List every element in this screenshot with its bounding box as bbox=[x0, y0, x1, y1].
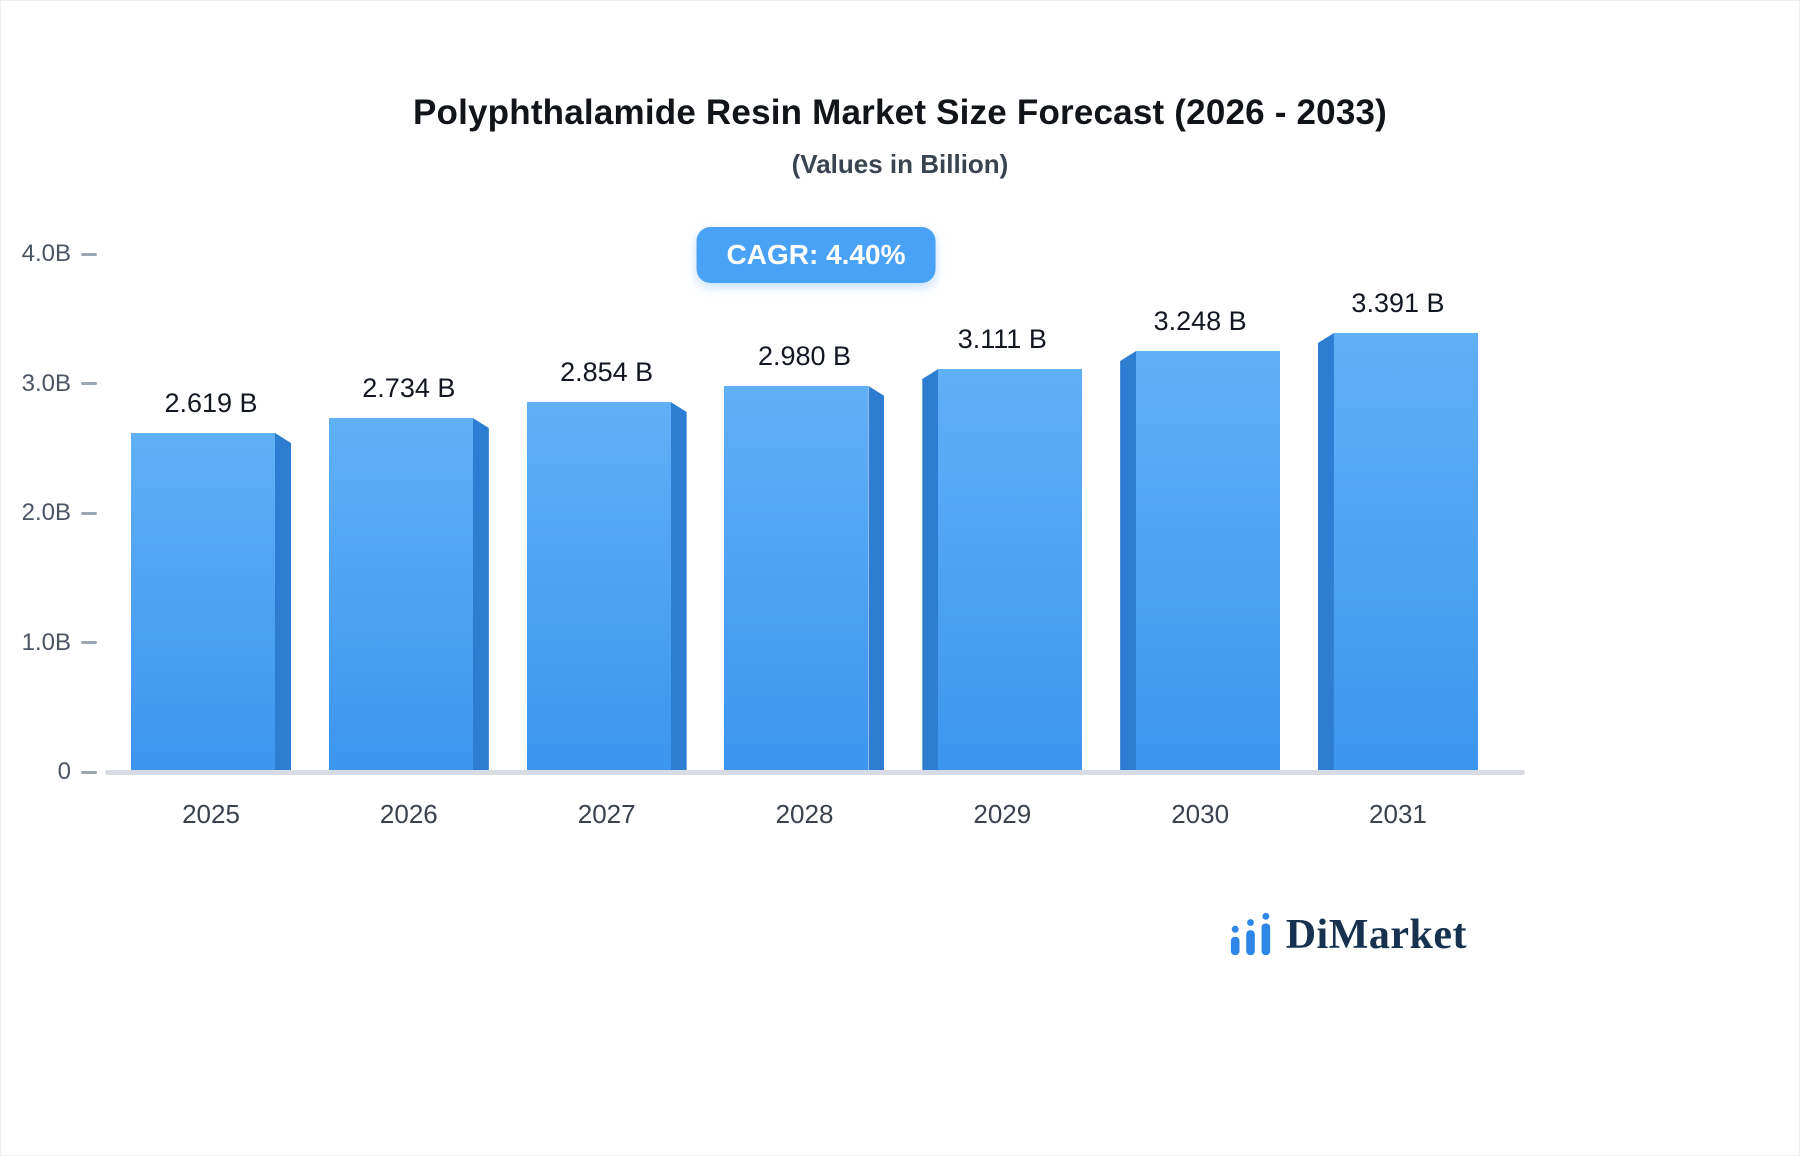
y-tick-label: 4.0B bbox=[21, 240, 71, 267]
brand-name: DiMarket bbox=[1285, 912, 1467, 958]
y-tick-label: 0 bbox=[57, 758, 71, 785]
bar-column: 2.854 B 2027 bbox=[526, 254, 687, 829]
bar-depth-face bbox=[472, 418, 489, 772]
bar-column: 2.980 B 2028 bbox=[724, 254, 885, 829]
bar-face bbox=[1333, 333, 1478, 772]
bar-depth-face bbox=[275, 433, 291, 772]
bar-column: 2.734 B 2026 bbox=[328, 254, 489, 829]
bar-column: 3.248 B 2030 bbox=[1120, 254, 1281, 829]
y-tick-mark bbox=[81, 511, 97, 515]
x-tick-label: 2025 bbox=[182, 799, 240, 829]
bar-value-label: 2.854 B bbox=[560, 357, 654, 387]
x-tick-label: 2031 bbox=[1369, 799, 1427, 829]
bar-depth-face bbox=[1317, 333, 1334, 772]
bar-face bbox=[526, 402, 671, 772]
y-tick-mark bbox=[81, 252, 97, 256]
bar-depth-face bbox=[670, 402, 687, 772]
bar-value-label: 2.619 B bbox=[164, 388, 258, 418]
x-tick-label: 2029 bbox=[973, 799, 1032, 829]
bar[interactable] bbox=[1317, 333, 1478, 772]
bar[interactable] bbox=[922, 369, 1083, 772]
bar-value-label: 2.734 B bbox=[362, 373, 456, 403]
brand-logo: DiMarket bbox=[1228, 911, 1467, 959]
bar-value-label: 3.111 B bbox=[957, 324, 1047, 354]
chart-subtitle: (Values in Billion) bbox=[791, 149, 1009, 179]
bar-face bbox=[131, 433, 275, 772]
bar-chart-icon bbox=[1230, 912, 1270, 956]
y-tick-mark bbox=[81, 382, 97, 385]
y-tick-mark bbox=[81, 770, 97, 774]
x-axis-line bbox=[105, 770, 1525, 775]
x-tick-label: 2027 bbox=[577, 799, 636, 829]
bar-face bbox=[328, 418, 473, 772]
y-tick-label: 1.0B bbox=[21, 628, 71, 656]
bar-depth-face bbox=[868, 386, 885, 772]
bar[interactable] bbox=[328, 418, 489, 772]
y-tick-label: 2.0B bbox=[21, 499, 71, 526]
x-tick-label: 2026 bbox=[379, 799, 438, 829]
bar-face bbox=[938, 369, 1083, 772]
bar-column: 2.619 B 2025 bbox=[131, 254, 291, 829]
chart-title: Polyphthalamide Resin Market Size Foreca… bbox=[412, 93, 1388, 132]
x-tick-label: 2030 bbox=[1171, 799, 1230, 829]
plot-area: 4.0B 3.0B 2.0B 1.0B 0 2.619 B 2025 2.734 B 2026… bbox=[22, 240, 1525, 829]
y-tick-label: 3.0B bbox=[21, 369, 71, 397]
bar-face bbox=[724, 386, 869, 772]
bar[interactable] bbox=[724, 386, 885, 772]
cagr-badge: CAGR: 4.40% bbox=[696, 227, 936, 283]
y-tick-mark bbox=[81, 641, 97, 644]
bar[interactable] bbox=[1120, 351, 1281, 772]
bar-column: 3.391 B 2031 bbox=[1317, 254, 1478, 829]
bars-container: 2.619 B 2025 2.734 B 2026 2.854 B 2027 2.980 B… bbox=[131, 254, 1478, 829]
bar-value-label: 2.980 B bbox=[757, 341, 852, 371]
bar-column: 3.111 B 2029 bbox=[922, 254, 1083, 829]
x-tick-label: 2028 bbox=[775, 799, 834, 829]
bar[interactable] bbox=[131, 433, 291, 772]
bar-value-label: 3.248 B bbox=[1153, 306, 1247, 336]
bar[interactable] bbox=[526, 402, 687, 772]
bar-value-label: 3.391 B bbox=[1351, 288, 1445, 318]
bar-depth-face bbox=[922, 369, 939, 772]
bar-depth-face bbox=[1120, 351, 1137, 772]
bar-face bbox=[1136, 351, 1281, 772]
